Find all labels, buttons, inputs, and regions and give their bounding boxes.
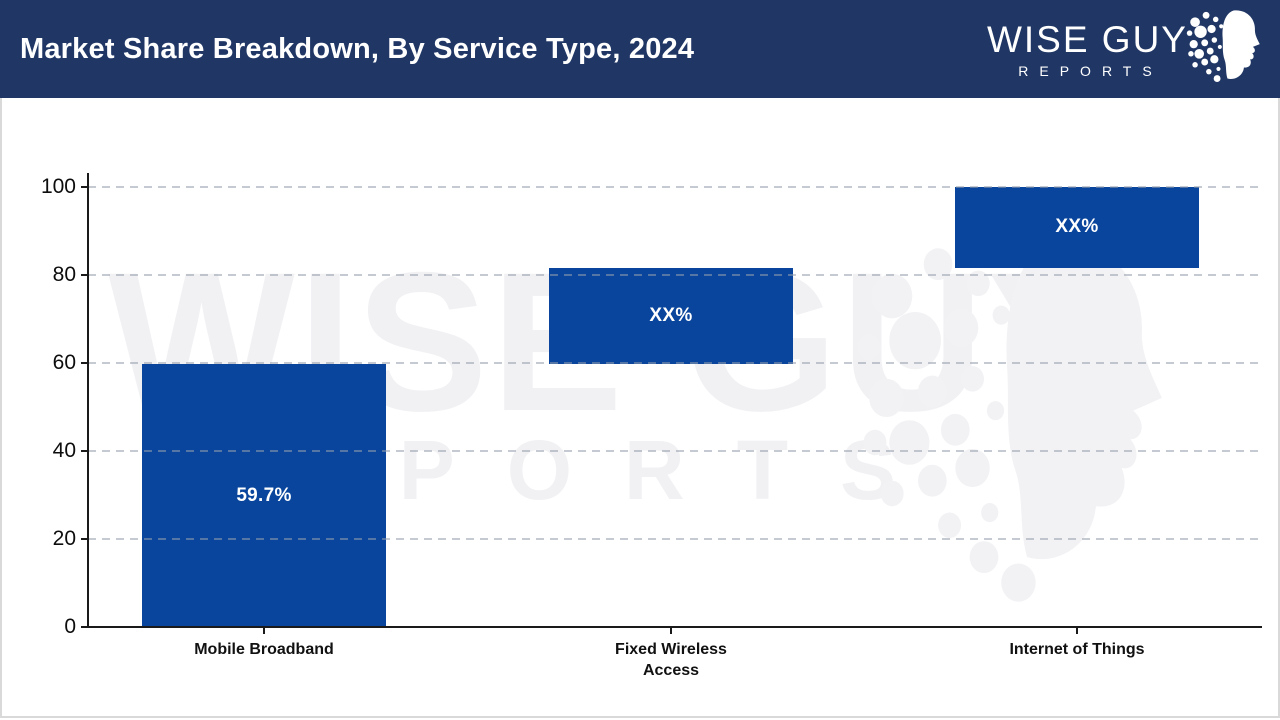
bar-mobile-broadband: 59.7% [142,364,386,627]
frame-border-left [0,98,2,718]
gridline [88,538,1262,540]
header-bar: Market Share Breakdown, By Service Type,… [0,0,1280,98]
y-axis-tick [81,538,88,540]
x-axis-category-label: Mobile Broadband [194,641,334,658]
gridline [88,362,1262,364]
x-axis-line [86,626,1262,628]
gridline [88,274,1262,276]
bar-value-label: 59.7% [236,484,292,506]
logo-text: WISE GUY REPORTS [987,20,1188,80]
x-axis-category-label: Fixed Wireless Access [615,641,727,679]
bar-value-label: XX% [649,305,693,327]
y-axis-tick [81,362,88,364]
y-axis-tick-label: 60 [52,351,76,374]
x-axis-tick [670,627,672,634]
y-axis-tick-label: 100 [40,175,76,198]
y-axis-tick-label: 40 [52,439,76,462]
x-axis-tick [263,627,265,634]
y-axis-tick [81,274,88,276]
wise-guy-reports-logo: WISE GUY REPORTS [987,6,1268,94]
bar-fixed-wireless-access: XX% [549,268,793,364]
y-axis-tick-label: 80 [52,263,76,286]
page-title: Market Share Breakdown, By Service Type,… [20,32,695,65]
logo-wordmark: WISE GUY [986,19,1188,60]
x-axis-tick [1076,627,1078,634]
gridline [88,450,1262,452]
y-axis-line [87,173,89,627]
y-axis-tick [81,186,88,188]
frame-border-bottom [0,716,1280,718]
gridline [88,186,1262,188]
bar-value-label: XX% [1055,216,1099,238]
logo-head-icon [1186,10,1260,82]
y-axis-tick-label: 20 [52,527,76,550]
y-axis-tick [81,450,88,452]
y-axis-tick-label: 0 [64,615,76,638]
watermark-head-logo [857,241,1162,602]
x-axis-category-label: Internet of Things [1009,641,1145,658]
frame-border-right [1278,98,1280,718]
bar-internet-of-things: XX% [955,187,1199,268]
y-axis-tick [81,626,88,628]
logo-subtext: REPORTS [1018,63,1163,79]
